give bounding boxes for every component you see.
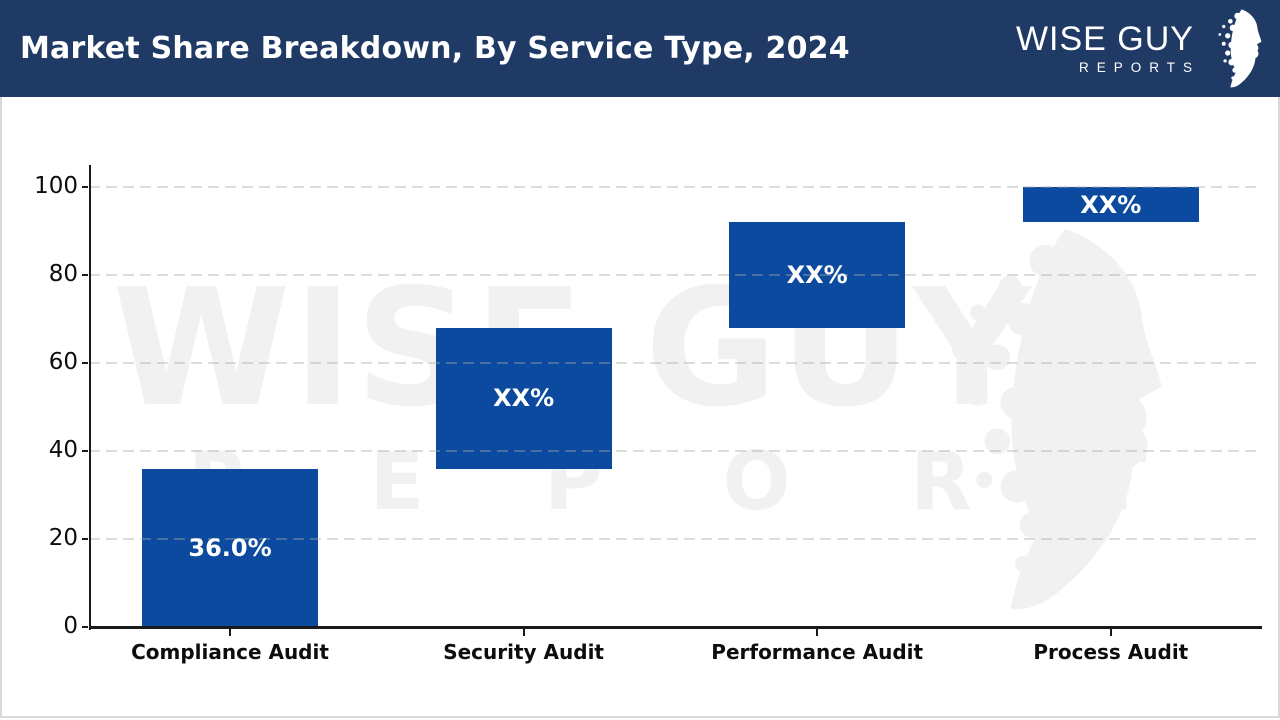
bar-value-label: XX%: [1080, 190, 1142, 219]
x-axis-category-label: Compliance Audit: [131, 640, 329, 664]
wise-guy-logo: WISE GUY REPORTS: [1016, 8, 1266, 90]
y-axis-tick-label: 100: [34, 173, 78, 199]
logo-subtext: REPORTS: [1078, 60, 1200, 76]
x-axis-category-label: Performance Audit: [711, 640, 924, 664]
bar-process-audit: [1022, 187, 1199, 223]
x-axis-tick-mark: [229, 628, 231, 636]
y-axis-tick-label: 80: [48, 261, 78, 287]
page-title: Market Share Breakdown, By Service Type,…: [20, 31, 850, 66]
bar-value-label: 36.0%: [188, 533, 272, 562]
gridline-20: [89, 538, 1262, 540]
y-axis-tick-mark: [82, 626, 88, 628]
bar-security-audit: [435, 327, 612, 469]
y-axis-tick-mark: [82, 274, 88, 276]
logo-wordmark: WISE GUY: [1015, 20, 1194, 59]
gridline-80: [89, 274, 1262, 276]
y-axis-tick-mark: [82, 362, 88, 364]
x-axis-spine: [89, 626, 1262, 629]
y-axis-tick-label: 40: [48, 437, 78, 463]
y-axis-tick-mark: [82, 538, 88, 540]
content-frame: [0, 97, 1280, 718]
y-axis-tick-mark: [82, 186, 88, 188]
y-axis-spine: [89, 165, 91, 630]
gridline-60: [89, 362, 1262, 364]
bar-performance-audit: [729, 222, 906, 328]
x-axis-category-label: Security Audit: [443, 640, 604, 664]
bar-value-label: XX%: [493, 384, 555, 413]
y-axis-tick-mark: [82, 450, 88, 452]
bar-value-label: XX%: [786, 261, 848, 289]
x-axis-category-label: Process Audit: [1033, 640, 1189, 664]
y-axis-tick-label: 60: [48, 349, 78, 375]
logo-text: WISE GUY REPORTS: [1016, 22, 1194, 75]
header-bar: Market Share Breakdown, By Service Type,…: [0, 0, 1280, 97]
bar-compliance-audit: [142, 468, 318, 627]
y-axis-tick-label: 0: [63, 613, 78, 639]
x-axis-tick-mark: [1109, 628, 1112, 636]
gridline-100: [89, 186, 1262, 188]
x-axis-tick-mark: [522, 628, 525, 636]
y-axis-tick-label: 20: [48, 525, 78, 551]
gridline-40: [89, 450, 1262, 452]
x-axis-tick-mark: [816, 628, 819, 636]
